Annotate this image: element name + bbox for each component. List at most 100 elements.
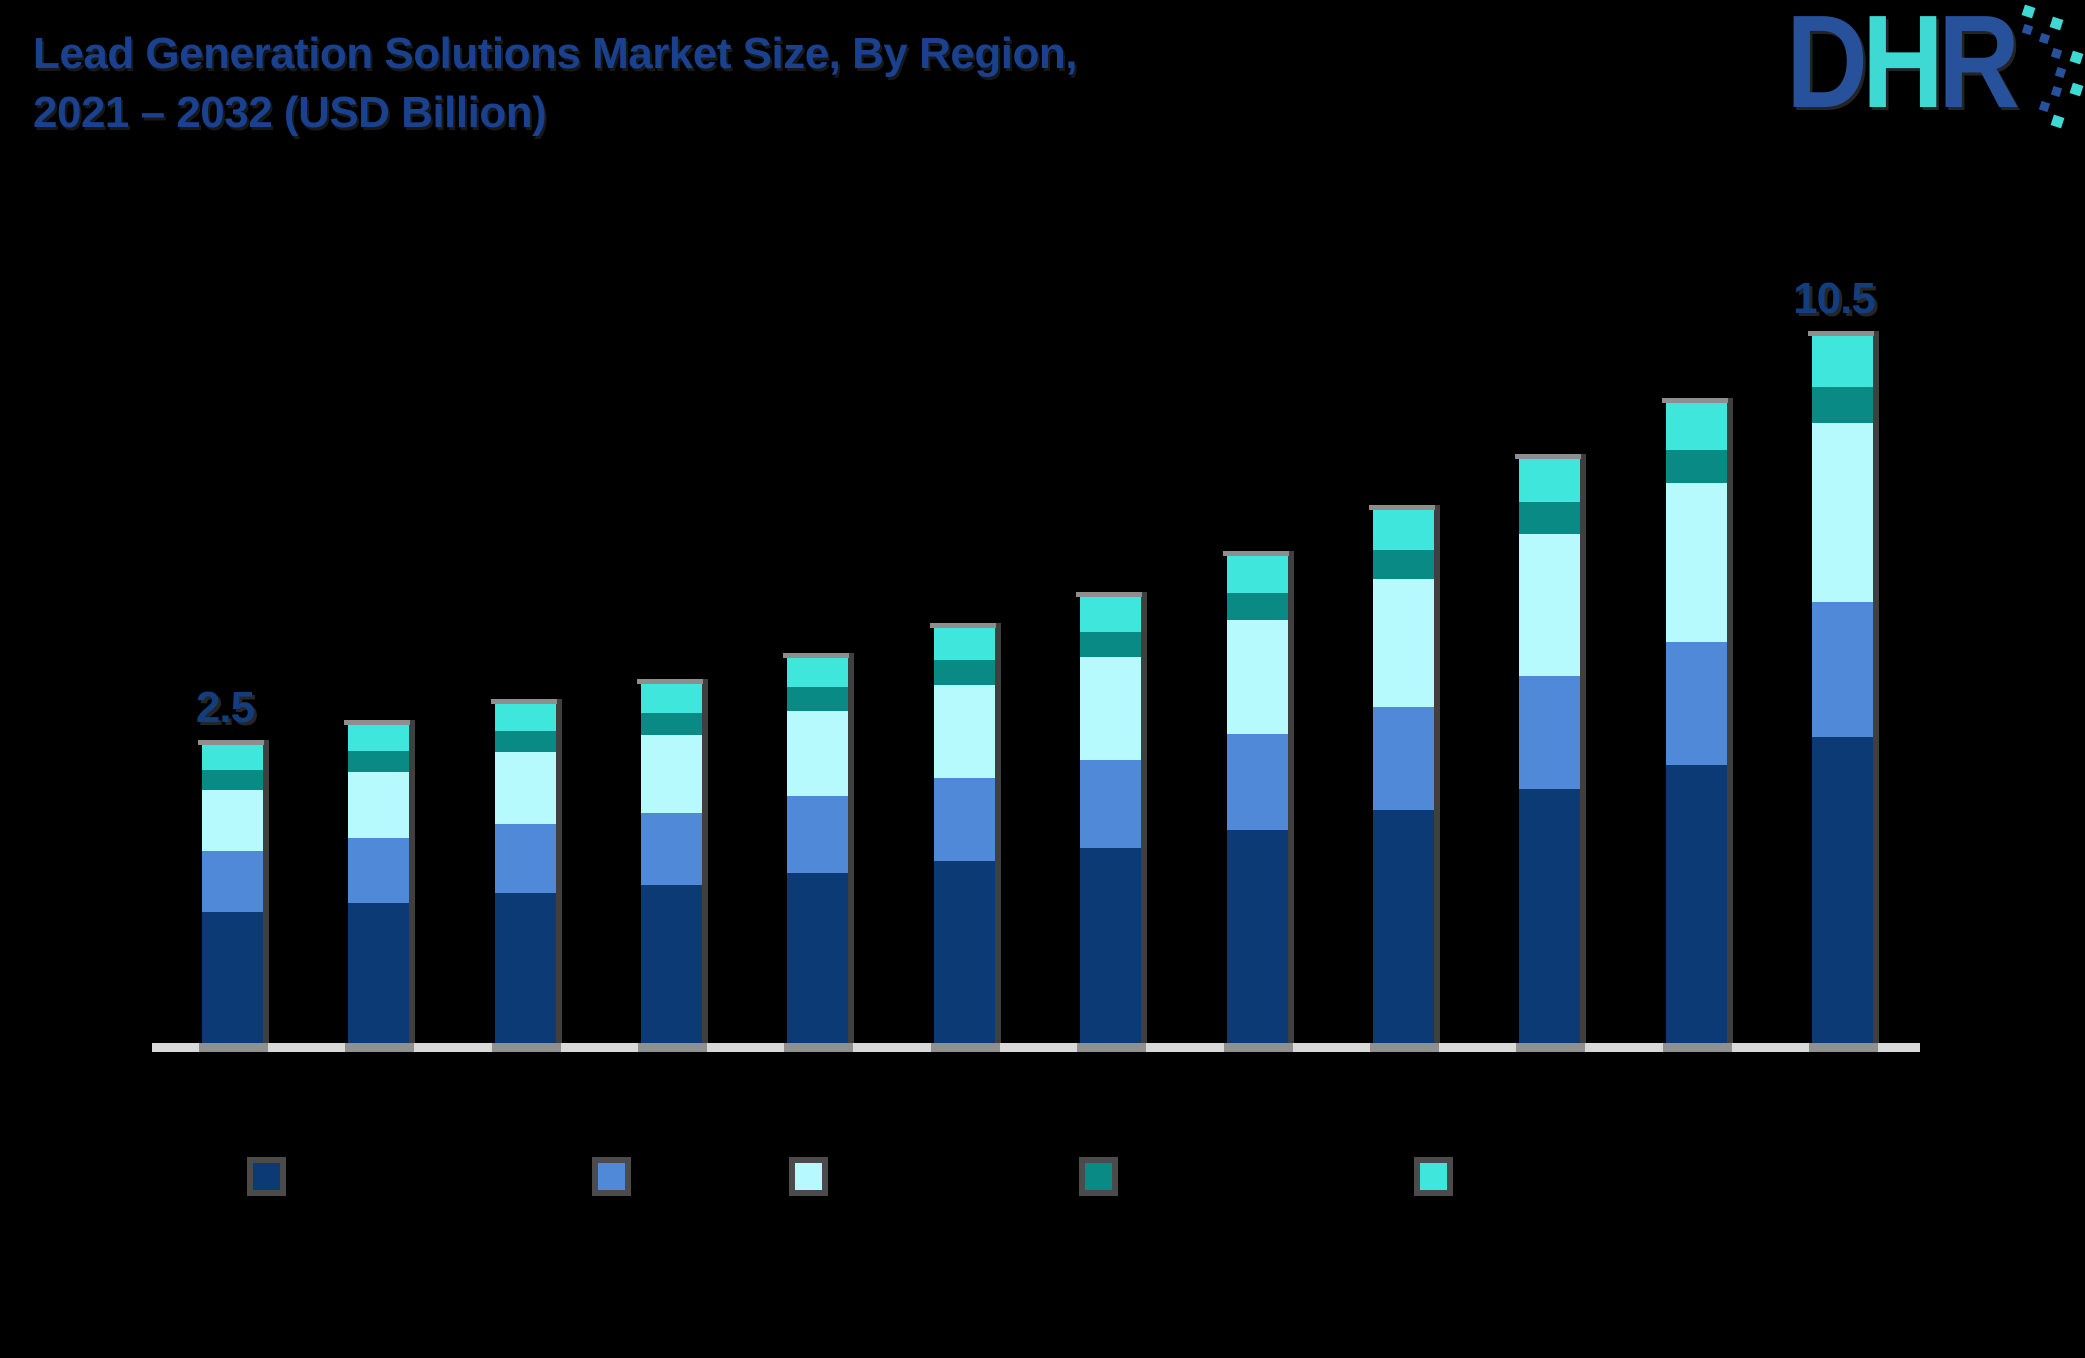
- logo-dot: [2069, 82, 2084, 97]
- logo-letters: DHR: [1786, 0, 2020, 135]
- bar-2028-segment-cornflower-blue: [1227, 734, 1288, 831]
- bar-2027-segment-navy: [1080, 848, 1141, 1043]
- bar-2024-segment-pale-cyan: [641, 735, 702, 813]
- logo-letter-d: D: [1786, 0, 1868, 135]
- bar-2023-segment-teal: [495, 730, 556, 753]
- bar-2025: [783, 653, 854, 1043]
- title-line-2: 2021 – 2032 (USD Billion): [33, 88, 547, 137]
- bar-2032-segment-cornflower-blue: [1812, 601, 1873, 737]
- bar-2022-segment-navy: [348, 902, 409, 1043]
- bar-2026-segment-turquoise: [934, 628, 995, 660]
- bar-2028-segment-pale-cyan: [1227, 620, 1288, 735]
- logo-dot: [2069, 50, 2084, 65]
- bar-2028-segment-teal: [1227, 592, 1288, 621]
- bar-under-shadow: [492, 1043, 561, 1052]
- bar-2025-segment-pale-cyan: [787, 711, 848, 797]
- bar-2024-segment-teal: [641, 713, 702, 736]
- dhr-logo: DHR: [1786, 0, 2084, 146]
- logo-letter-h: H: [1861, 0, 1944, 135]
- bar-2031: [1662, 398, 1733, 1043]
- bar-under-shadow: [931, 1043, 1000, 1052]
- value-label-2032: 10.5: [1793, 274, 1876, 323]
- value-label-2021: 2.5: [195, 683, 255, 732]
- bar-under-shadow: [1224, 1043, 1293, 1052]
- x-axis-line: [152, 1043, 1920, 1052]
- bar-2031-segment-turquoise: [1666, 403, 1727, 450]
- logo-dot: [2049, 16, 2064, 31]
- logo-dot: [2038, 100, 2051, 113]
- bar-2030-segment-teal: [1519, 502, 1580, 534]
- bar-2021-segment-navy: [202, 911, 263, 1043]
- logo-dot: [2050, 47, 2063, 60]
- bar-2025-segment-navy: [787, 873, 848, 1043]
- bar-under-shadow: [1809, 1043, 1878, 1052]
- bar-2023-segment-pale-cyan: [495, 752, 556, 825]
- page-title: Lead Generation Solutions Market Size, B…: [33, 24, 1133, 142]
- bar-2023-segment-cornflower-blue: [495, 824, 556, 893]
- bar-2030-segment-pale-cyan: [1519, 533, 1580, 676]
- logo-dot: [2050, 114, 2065, 129]
- bar-under-shadow: [1516, 1043, 1585, 1052]
- bar-under-shadow: [199, 1043, 268, 1052]
- bar-2029-segment-turquoise: [1373, 510, 1434, 550]
- bar-2027-segment-turquoise: [1080, 597, 1141, 632]
- bar-2031-segment-navy: [1666, 765, 1727, 1043]
- bar-2029-segment-cornflower-blue: [1373, 706, 1434, 811]
- bar-2023-segment-navy: [495, 892, 556, 1043]
- logo-dot: [2054, 66, 2067, 79]
- bar-2025-segment-turquoise: [787, 658, 848, 688]
- bar-2032-segment-navy: [1812, 736, 1873, 1043]
- bar-2027-segment-teal: [1080, 631, 1141, 658]
- bar-2023: [491, 699, 562, 1043]
- logo-dot: [2038, 32, 2051, 45]
- bar-2021: [198, 740, 269, 1043]
- bar-2029-segment-teal: [1373, 549, 1434, 580]
- bar-under-shadow: [1077, 1043, 1146, 1052]
- bar-2022-segment-teal: [348, 751, 409, 773]
- bar-2032-segment-teal: [1812, 386, 1873, 423]
- bar-2024: [637, 679, 708, 1043]
- bar-2032-segment-turquoise: [1812, 336, 1873, 387]
- legend-swatch-navy: [253, 1163, 280, 1190]
- bar-under-shadow: [1370, 1043, 1439, 1052]
- bar-2032-segment-pale-cyan: [1812, 422, 1873, 602]
- bar-under-shadow: [638, 1043, 707, 1052]
- bar-2029-segment-pale-cyan: [1373, 579, 1434, 707]
- bar-2021-segment-turquoise: [202, 745, 263, 770]
- bar-2023-segment-turquoise: [495, 704, 556, 731]
- bar-2030-segment-navy: [1519, 789, 1580, 1043]
- bar-2022: [344, 720, 415, 1043]
- legend-swatch-turquoise: [1420, 1163, 1447, 1190]
- bar-2021-segment-cornflower-blue: [202, 851, 263, 912]
- logo-dot: [2021, 23, 2034, 36]
- bar-2025-segment-teal: [787, 687, 848, 712]
- legend-swatch-teal: [1085, 1163, 1112, 1190]
- bar-2027-segment-cornflower-blue: [1080, 759, 1141, 849]
- bar-2028-segment-navy: [1227, 830, 1288, 1043]
- logo-dot: [2050, 85, 2063, 98]
- bar-2026: [930, 623, 1001, 1043]
- logo-dot: [2021, 4, 2036, 19]
- bar-2026-segment-cornflower-blue: [934, 778, 995, 861]
- bar-2022-segment-pale-cyan: [348, 772, 409, 838]
- bar-2031-segment-pale-cyan: [1666, 482, 1727, 643]
- bar-2024-segment-navy: [641, 884, 702, 1043]
- bar-2030-segment-turquoise: [1519, 459, 1580, 503]
- bar-2028-segment-turquoise: [1227, 556, 1288, 593]
- bar-2021-segment-pale-cyan: [202, 790, 263, 852]
- bar-2026-segment-navy: [934, 860, 995, 1043]
- bar-under-shadow: [784, 1043, 853, 1052]
- bar-2025-segment-cornflower-blue: [787, 796, 848, 874]
- title-line-1: Lead Generation Solutions Market Size, B…: [33, 29, 1077, 78]
- bar-2026-segment-teal: [934, 660, 995, 686]
- legend-swatch-cornflower-blue: [598, 1163, 625, 1190]
- bar-2022-segment-cornflower-blue: [348, 837, 409, 903]
- bar-2031-segment-cornflower-blue: [1666, 642, 1727, 766]
- bar-2029-segment-navy: [1373, 810, 1434, 1043]
- bar-2032: [1808, 331, 1879, 1043]
- bar-2030-segment-cornflower-blue: [1519, 675, 1580, 790]
- bar-2030: [1515, 454, 1586, 1043]
- bar-2024-segment-cornflower-blue: [641, 812, 702, 885]
- bar-2026-segment-pale-cyan: [934, 685, 995, 779]
